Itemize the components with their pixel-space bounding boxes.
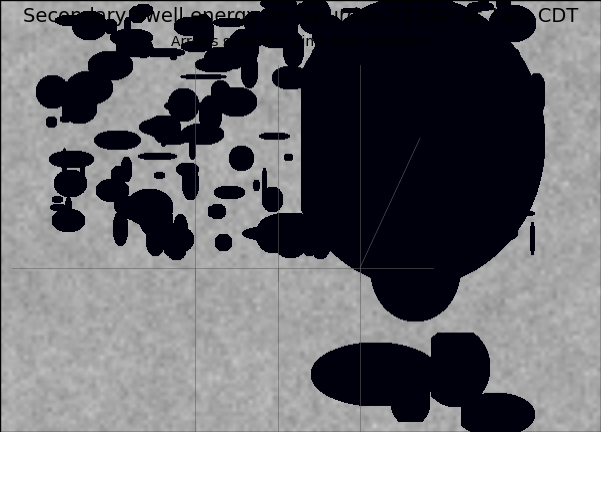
- Text: Arrows show the wind wave direction: Arrows show the wind wave direction: [171, 35, 430, 49]
- Text: Secondary Swell energy on Saturday 22 Mar at 1am CDT: Secondary Swell energy on Saturday 22 Ma…: [23, 7, 578, 26]
